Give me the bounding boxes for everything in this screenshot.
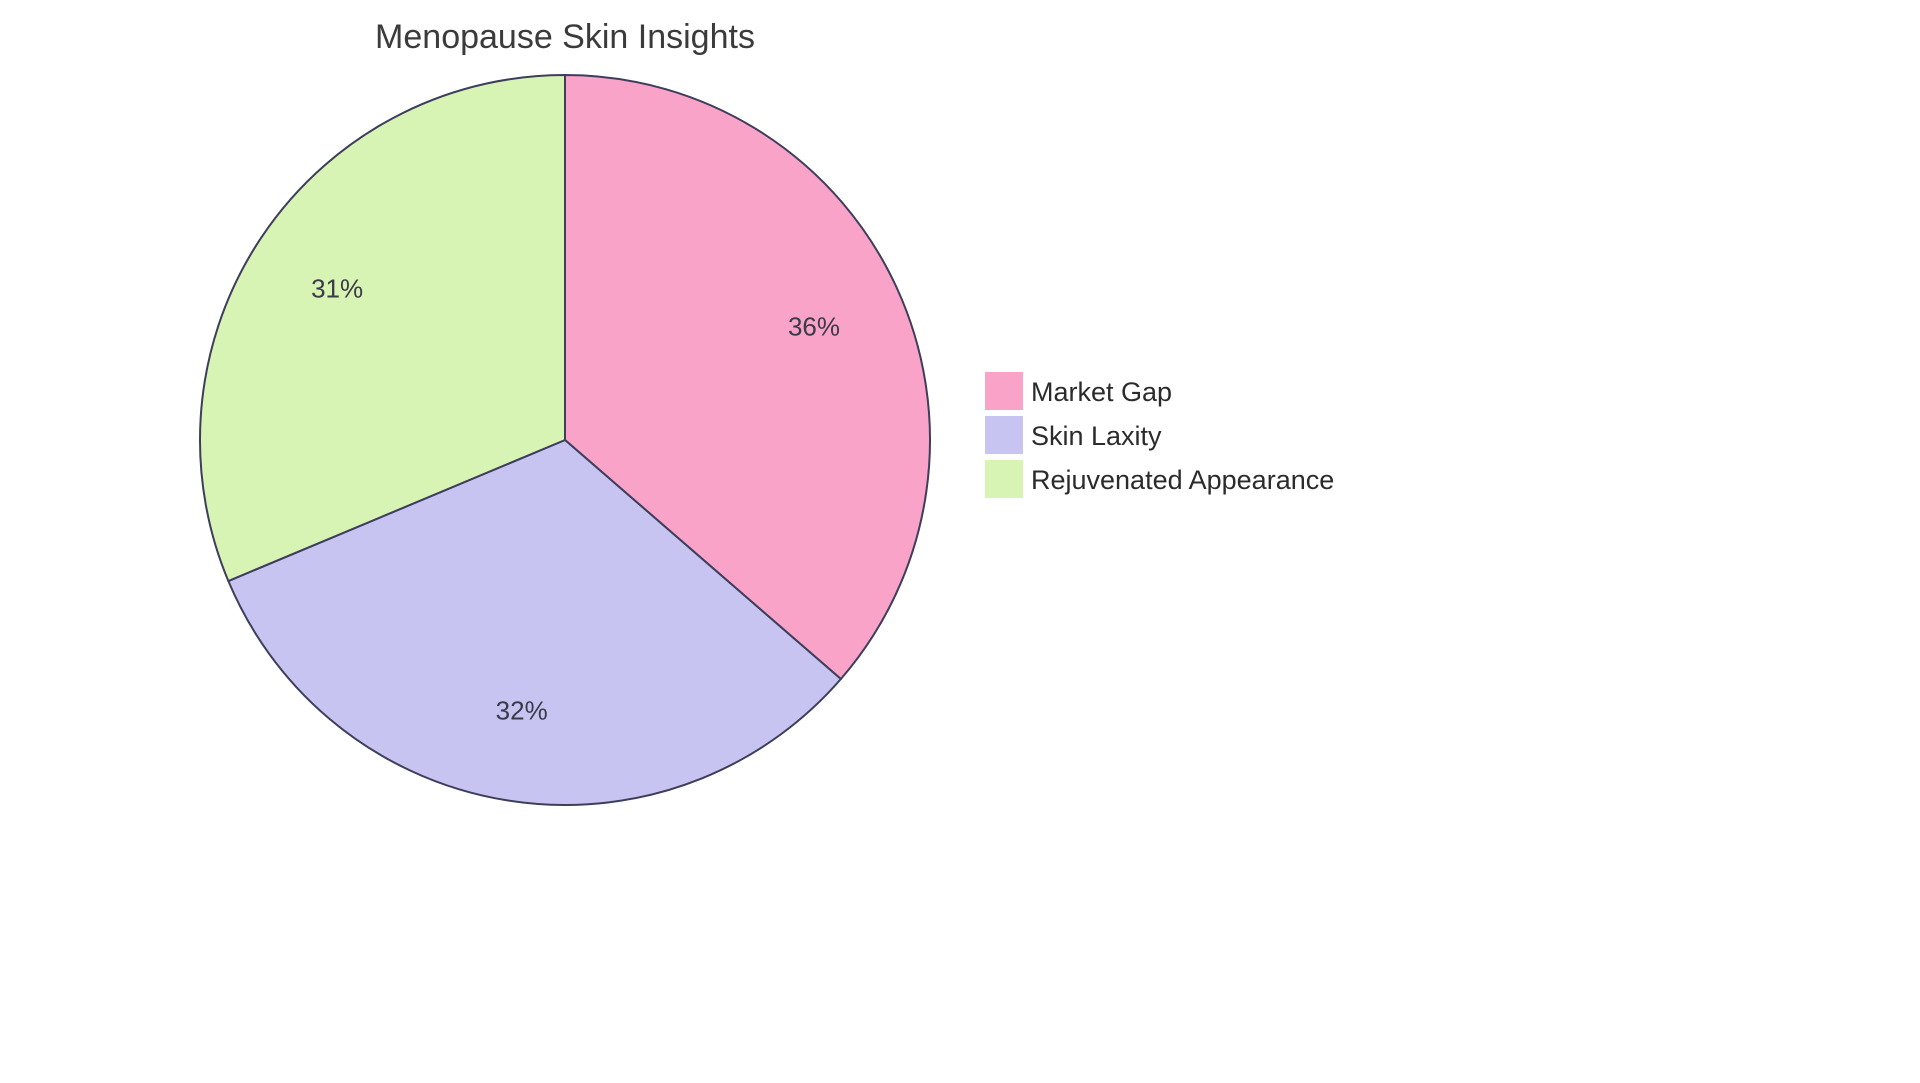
legend-swatch-skin-laxity (985, 416, 1023, 454)
legend-swatch-market-gap (985, 372, 1023, 410)
pie-slice-skin-laxity (227, 439, 842, 806)
legend-label-rejuvenated-appearance: Rejuvenated Appearance (1031, 465, 1334, 495)
legend-swatch-rejuvenated-appearance (985, 460, 1023, 498)
slice-percentage-label: 36% (788, 311, 840, 341)
legend-label-skin-laxity: Skin Laxity (1031, 421, 1162, 451)
chart-legend: Market Gap Skin Laxity Rejuvenated Appeara… (985, 372, 1334, 498)
pie-slice-labels: 36% 32% 31% (311, 273, 840, 725)
pie-slice-market-gap (564, 74, 931, 681)
slice-percentage-label: 31% (311, 273, 363, 303)
pie-slices (199, 74, 931, 806)
chart-title: Menopause Skin Insights (375, 18, 755, 56)
pie-slice-rejuvenated-appearance (199, 74, 566, 583)
legend-label-market-gap: Market Gap (1031, 377, 1172, 407)
slice-percentage-label: 32% (496, 695, 548, 725)
